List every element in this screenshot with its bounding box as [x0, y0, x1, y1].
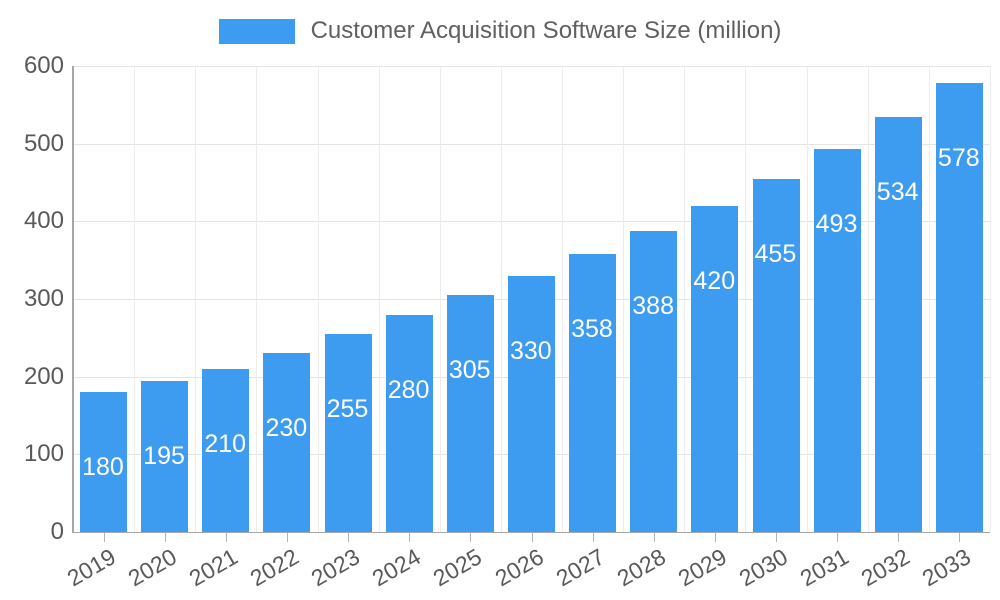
gridline-vertical: [318, 66, 319, 532]
bar[interactable]: [813, 149, 861, 532]
x-axis-tick-mark: [592, 533, 594, 542]
legend-color-swatch[interactable]: [218, 18, 295, 44]
x-axis-tick-label: 2026: [490, 543, 548, 592]
bar[interactable]: [446, 295, 494, 532]
x-axis-tick-mark: [225, 533, 227, 542]
gridline-vertical: [745, 66, 746, 532]
gridline-vertical: [990, 66, 991, 532]
x-axis-tick-label: 2033: [918, 543, 976, 592]
y-axis-tick-label: 600: [23, 52, 64, 79]
gridline-vertical: [623, 66, 624, 532]
x-axis-tick-mark: [898, 533, 900, 542]
bar[interactable]: [324, 333, 372, 532]
y-axis-tick-label: 300: [23, 285, 64, 312]
x-axis-tick-mark: [286, 533, 288, 542]
y-axis-tick-labels: 0 100 200 300 400 500 600: [0, 0, 64, 600]
bar[interactable]: [752, 178, 800, 532]
gridline-vertical: [807, 66, 808, 532]
gridline-vertical: [868, 66, 869, 532]
x-axis-tick-mark: [959, 533, 961, 542]
x-axis-tick-label: 2031: [795, 543, 854, 592]
gridline-vertical: [929, 66, 930, 532]
gridline-vertical: [501, 66, 502, 532]
bar[interactable]: [385, 314, 433, 532]
x-axis-tick-label: 2030: [734, 543, 793, 592]
gridline-vertical: [379, 66, 380, 532]
bar[interactable]: [202, 368, 250, 532]
bar[interactable]: [569, 253, 617, 532]
x-axis-tick-mark: [653, 533, 655, 542]
x-axis-tick-mark: [531, 533, 533, 542]
x-axis-tick-label: 2020: [123, 543, 181, 592]
gridline-vertical: [256, 66, 257, 532]
x-axis-line: [73, 532, 990, 533]
gridline-vertical: [440, 66, 441, 532]
x-axis-tick-mark: [164, 533, 166, 542]
x-axis-tick-label: 2023: [306, 543, 365, 592]
legend-label: Customer Acquisition Software Size (mill…: [310, 17, 782, 44]
x-axis-tick-mark: [776, 533, 778, 542]
bar[interactable]: [874, 117, 922, 532]
x-axis-tick-label: 2019: [62, 543, 120, 592]
x-axis-tick-mark: [714, 533, 716, 542]
bar[interactable]: [141, 380, 189, 532]
chart-legend: Customer Acquisition Software Size (mill…: [0, 12, 1000, 50]
y-axis-line: [72, 66, 74, 533]
x-axis-tick-label: 2028: [612, 543, 670, 592]
bar[interactable]: [630, 230, 678, 532]
y-axis-tick-label: 400: [23, 207, 64, 235]
gridline-vertical: [134, 66, 135, 532]
y-axis-tick-label: 200: [23, 362, 64, 390]
x-axis-tick-label: 2032: [856, 543, 915, 592]
bar[interactable]: [691, 205, 739, 532]
bar[interactable]: [508, 275, 555, 532]
x-axis-tick-mark: [470, 533, 472, 542]
x-axis-tick-label: 2027: [551, 543, 609, 592]
x-axis-tick-mark: [837, 533, 839, 542]
y-axis-tick-label: 0: [50, 518, 64, 545]
bar[interactable]: [263, 353, 311, 532]
x-axis-tick-label: 2021: [184, 543, 242, 592]
x-axis-tick-mark: [409, 533, 411, 542]
bar[interactable]: [935, 83, 983, 532]
x-axis-tick-label: 2025: [429, 543, 487, 592]
gridline-horizontal: [73, 66, 990, 67]
y-axis-tick-label: 100: [23, 440, 64, 468]
x-axis-tick-label: 2029: [673, 543, 731, 592]
x-axis-tick-mark: [103, 533, 105, 542]
gridline-vertical: [684, 66, 685, 532]
gridline-vertical: [562, 66, 563, 532]
y-axis-tick-label: 500: [23, 129, 64, 157]
gridline-horizontal: [73, 143, 990, 145]
x-axis-tick-label: 2024: [367, 543, 426, 592]
x-axis-tick-label: 2022: [245, 543, 303, 592]
plot-area: 180 195 210 230 255 280 305 330 358 388 420 455 493 5…: [73, 66, 991, 533]
gridline-horizontal: [73, 221, 990, 223]
bar[interactable]: [80, 392, 128, 532]
x-axis-tick-mark: [348, 533, 350, 542]
gridline-vertical: [195, 66, 196, 532]
